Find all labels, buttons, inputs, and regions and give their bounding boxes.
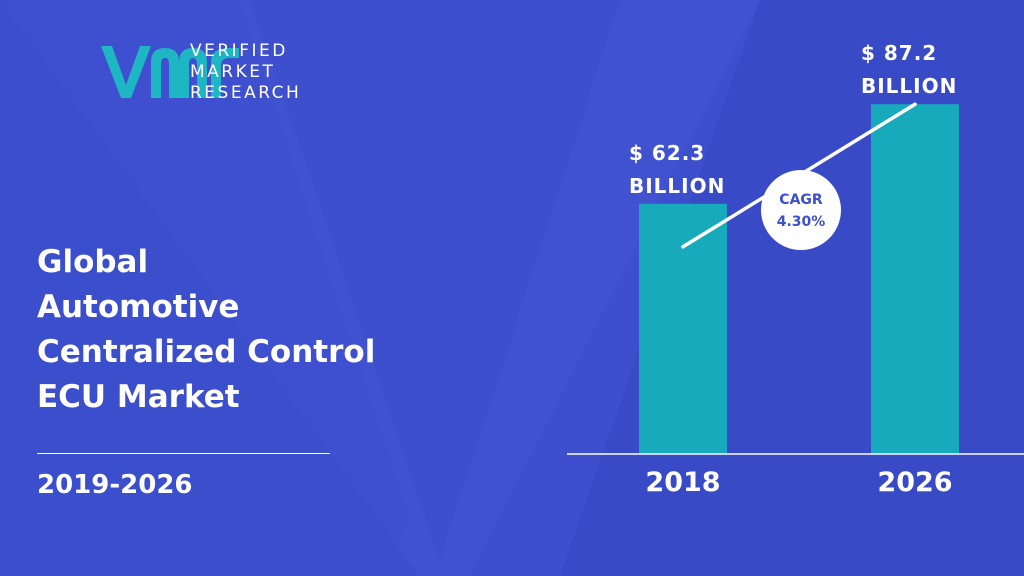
title-line-3: Centralized Control (37, 334, 376, 370)
brand-line-2: MARKET (190, 62, 276, 82)
title-line-2: Automotive (37, 289, 240, 325)
x-tick-label-2026: 2026 (877, 467, 952, 498)
title-line-1: Global (37, 244, 149, 280)
forecast-period: 2019-2026 (37, 470, 193, 500)
brand-name: VERIFIED MARKET RESEARCH (190, 41, 301, 104)
bar-2026 (871, 104, 959, 453)
data-label-2018-line-2: BILLION (629, 174, 725, 198)
divider (37, 453, 330, 454)
vmr-logo-icon (101, 46, 239, 98)
data-label-2026-line-1: $ 87.2 (861, 41, 937, 65)
data-label-2026-line-2: BILLION (861, 74, 957, 98)
brand-line-1: VERIFIED (190, 41, 288, 61)
title-line-4: ECU Market (37, 379, 240, 415)
data-label-2018-line-1: $ 62.3 (629, 141, 705, 165)
bar-2018 (639, 203, 727, 453)
brand-line-3: RESEARCH (190, 83, 302, 103)
cagr-label-line-1: CAGR (779, 192, 823, 208)
page-title: Global Automotive Centralized Control EC… (37, 240, 457, 420)
cagr-badge (761, 170, 841, 250)
cagr-label-line-2: 4.30% (777, 214, 826, 230)
x-tick-label-2018: 2018 (645, 467, 720, 498)
